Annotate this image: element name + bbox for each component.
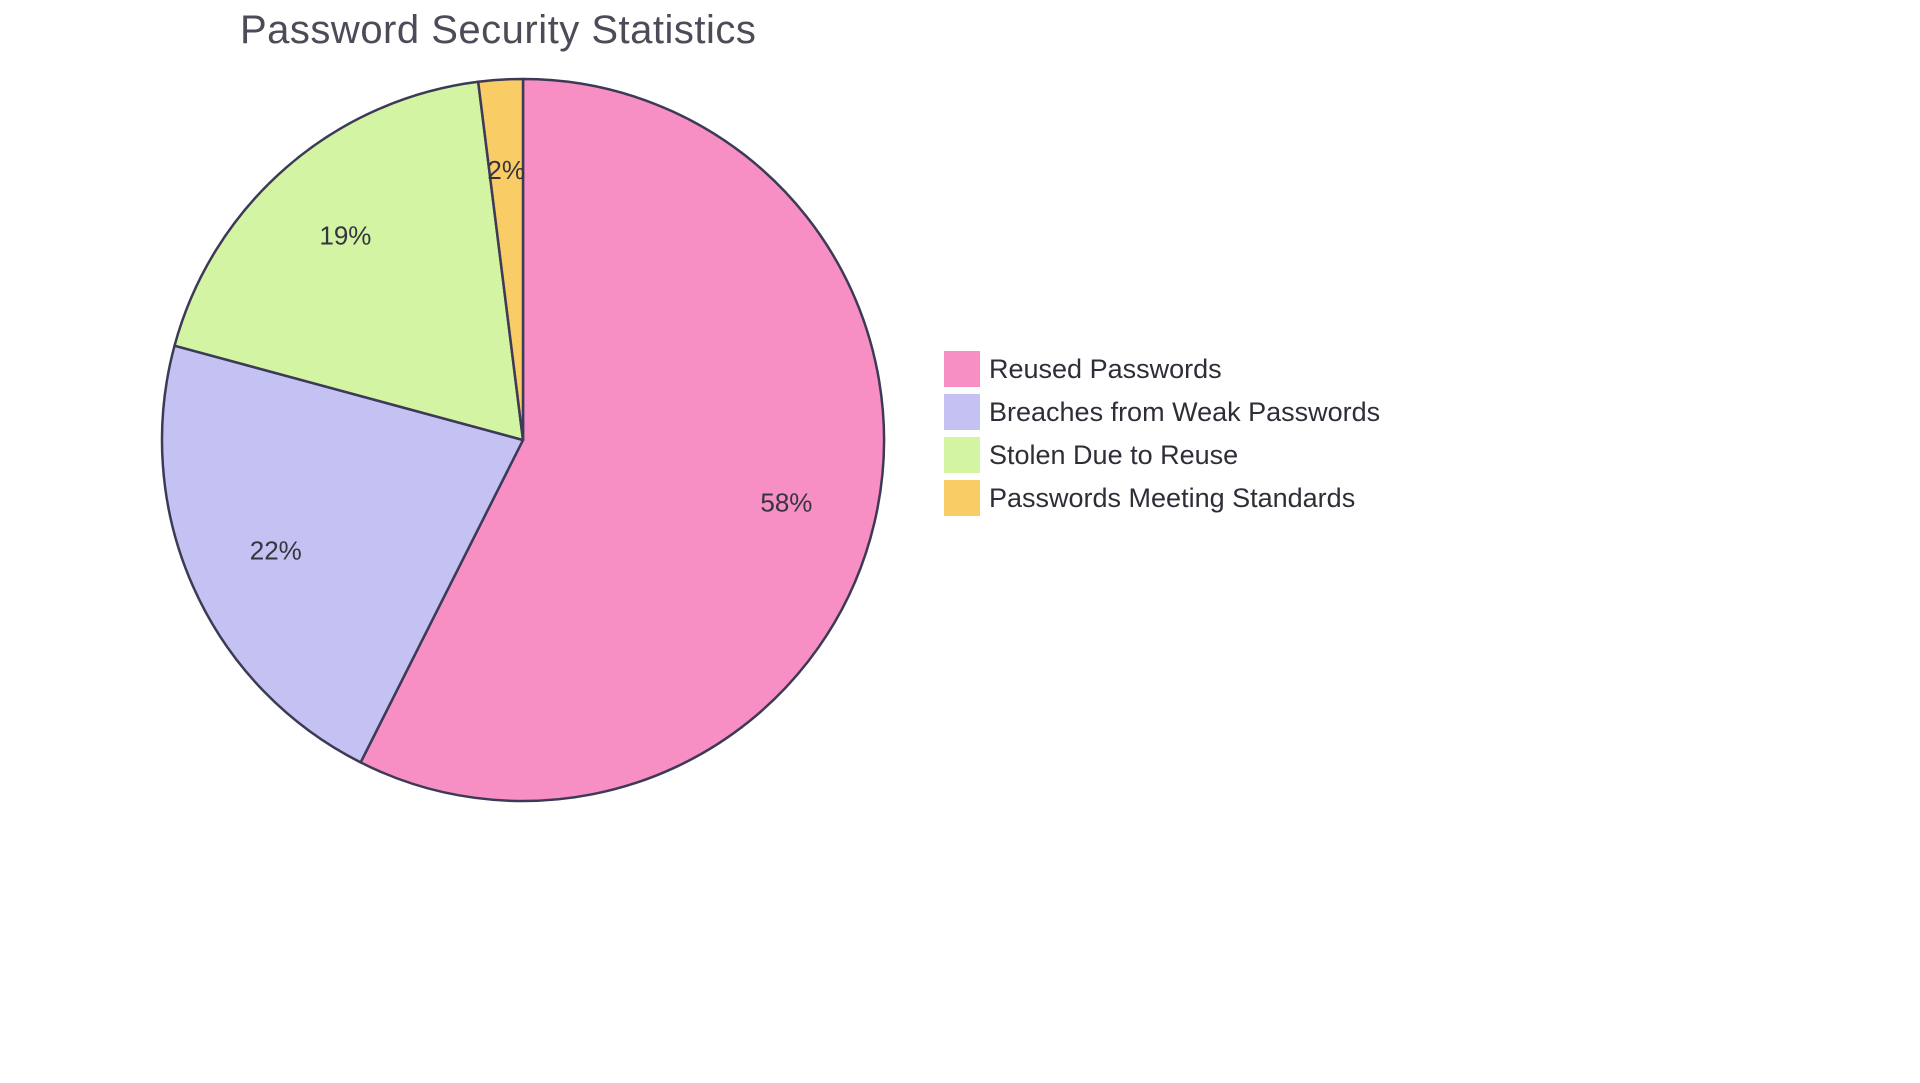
legend-label-stolen-due-to-reuse: Stolen Due to Reuse: [989, 439, 1239, 470]
pie-slice-breaches-from-weak-passwords: [160, 344, 525, 764]
legend-item-stolen-due-to-reuse: Stolen Due to Reuse: [944, 437, 1380, 473]
pie-slices-group: [160, 77, 886, 803]
slice-percent-label-passwords-meeting-standards: 2%: [487, 155, 525, 185]
chart-title: Password Security Statistics: [240, 8, 757, 52]
pie-slice-passwords-meeting-standards: [476, 77, 525, 442]
slice-percent-label-stolen-due-to-reuse: 19%: [319, 221, 371, 251]
legend-item-passwords-meeting-standards: Passwords Meeting Standards: [944, 480, 1380, 516]
legend-swatch-stolen-due-to-reuse: [944, 437, 980, 473]
legend-swatch-reused-passwords: [944, 351, 980, 387]
slice-percent-label-reused-passwords: 58%: [760, 488, 812, 518]
legend-swatch-passwords-meeting-standards: [944, 480, 980, 516]
legend-label-reused-passwords: Reused Passwords: [989, 353, 1222, 384]
pie-labels-group: 58% 22% 19% 2%: [250, 155, 813, 566]
legend-swatch-breaches-from-weak-passwords: [944, 394, 980, 430]
slice-percent-label-breaches-from-weak-passwords: 22%: [250, 535, 302, 565]
pie-slice-reused-passwords: [359, 77, 886, 803]
legend-item-breaches-from-weak-passwords: Breaches from Weak Passwords: [944, 394, 1380, 430]
legend-label-breaches-from-weak-passwords: Breaches from Weak Passwords: [989, 396, 1381, 427]
legend: Reused Passwords Breaches from Weak Passw…: [944, 351, 1380, 516]
pie-slice-stolen-due-to-reuse: [173, 80, 525, 442]
legend-label-passwords-meeting-standards: Passwords Meeting Standards: [989, 482, 1356, 513]
legend-item-reused-passwords: Reused Passwords: [944, 351, 1380, 387]
